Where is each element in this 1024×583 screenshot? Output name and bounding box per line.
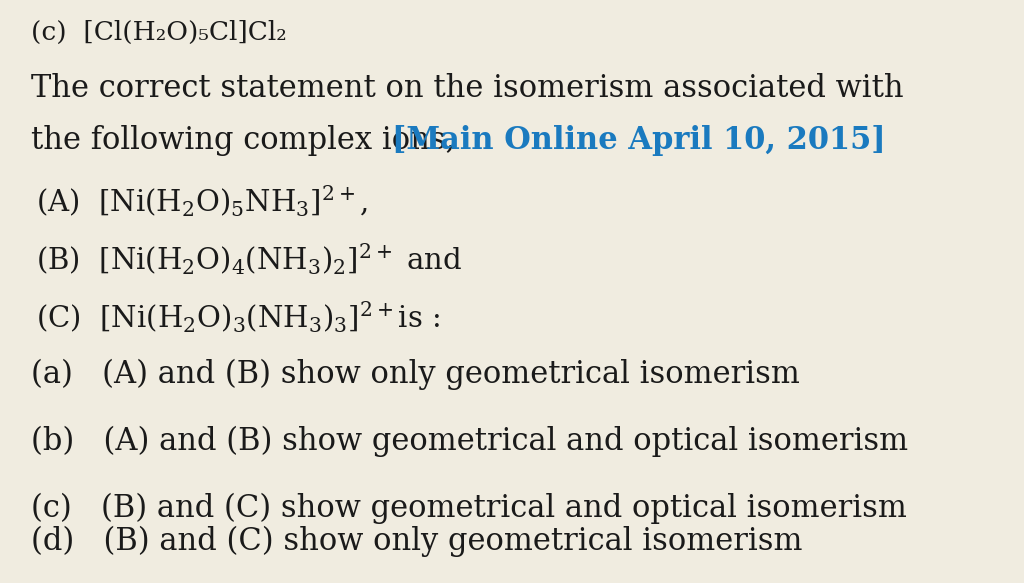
Text: (a)   (A) and (B) show only geometrical isomerism: (a) (A) and (B) show only geometrical is… [31, 359, 800, 390]
Text: [Main Online April 10, 2015]: [Main Online April 10, 2015] [392, 125, 886, 156]
Text: (B)  $\mathregular{[Ni(H_2O)_4(NH_3)_2]^{2+}}$ and: (B) $\mathregular{[Ni(H_2O)_4(NH_3)_2]^{… [36, 242, 462, 277]
Text: the following complex ions,: the following complex ions, [31, 125, 465, 156]
Text: (c)   (B) and (C) show geometrical and optical isomerism: (c) (B) and (C) show geometrical and opt… [31, 493, 906, 524]
Text: (b)   (A) and (B) show geometrical and optical isomerism: (b) (A) and (B) show geometrical and opt… [31, 426, 908, 457]
Text: (C)  $\mathregular{[Ni(H_2O)_3(NH_3)_3]^{2+}}$is :: (C) $\mathregular{[Ni(H_2O)_3(NH_3)_3]^{… [36, 300, 440, 335]
Text: (d)   (B) and (C) show only geometrical isomerism: (d) (B) and (C) show only geometrical is… [31, 525, 802, 557]
Text: (A)  $\mathregular{[Ni(H_2O)_5NH_3]^{2+}}$,: (A) $\mathregular{[Ni(H_2O)_5NH_3]^{2+}}… [36, 184, 369, 219]
Text: The correct statement on the isomerism associated with: The correct statement on the isomerism a… [31, 73, 903, 104]
Text: (c)  [Cl(H₂O)₅Cl]Cl₂: (c) [Cl(H₂O)₅Cl]Cl₂ [31, 20, 287, 45]
